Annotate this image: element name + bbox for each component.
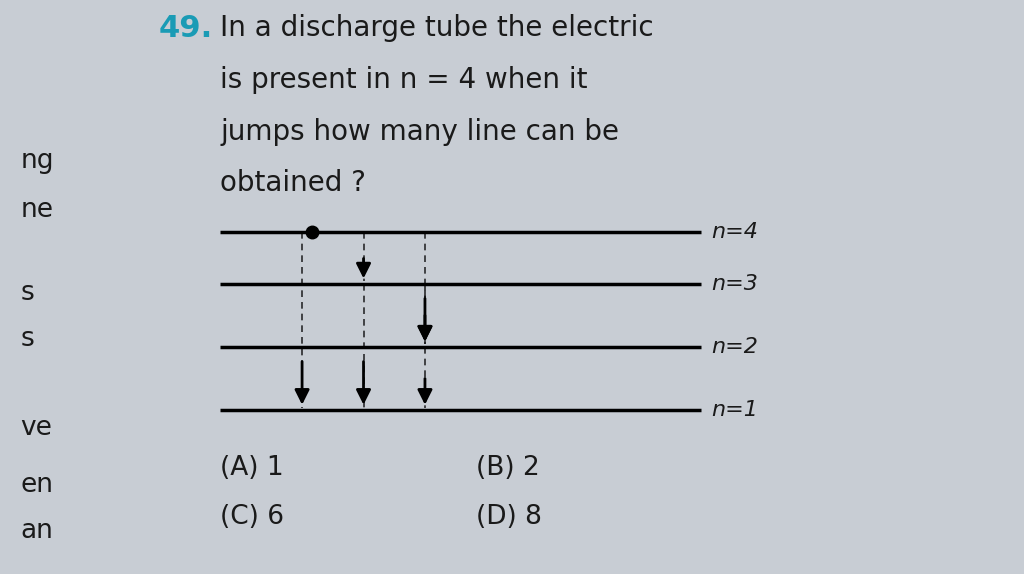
Text: (D) 8: (D) 8 [476,503,542,530]
Text: s: s [20,280,34,306]
Text: In a discharge tube the electric: In a discharge tube the electric [220,14,653,42]
Text: n=3: n=3 [712,274,759,294]
Text: jumps how many line can be: jumps how many line can be [220,118,620,146]
Text: is present in n = 4 when it: is present in n = 4 when it [220,66,588,94]
Text: s: s [20,325,34,352]
Text: 49.: 49. [159,14,213,44]
Text: ng: ng [20,148,54,174]
Text: (B) 2: (B) 2 [476,455,540,481]
Text: obtained ?: obtained ? [220,169,367,197]
Text: (A) 1: (A) 1 [220,455,284,481]
Text: ne: ne [20,196,53,223]
Text: en: en [20,472,53,498]
Text: n=2: n=2 [712,338,759,357]
Text: n=1: n=1 [712,401,759,420]
Text: n=4: n=4 [712,223,759,242]
Text: ve: ve [20,414,52,441]
Text: (C) 6: (C) 6 [220,503,284,530]
Text: an: an [20,518,53,544]
